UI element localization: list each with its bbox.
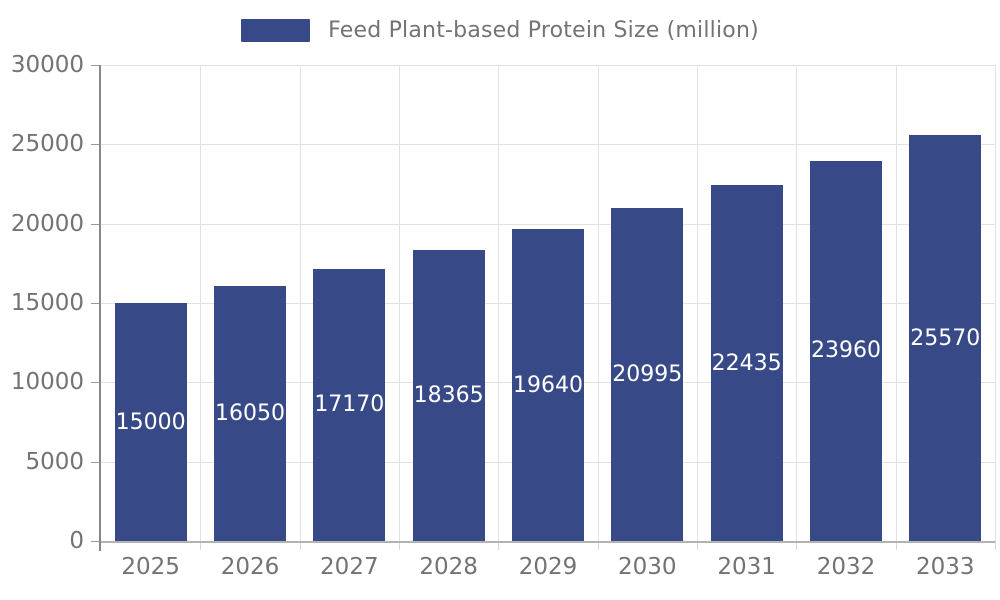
bar: 20995 — [611, 207, 684, 541]
bar-cell: 20995 — [598, 65, 697, 541]
x-tick — [398, 541, 400, 550]
x-tick — [895, 541, 897, 550]
bar-cell: 22435 — [697, 65, 796, 541]
bar-value-label: 19640 — [512, 372, 583, 398]
v-gridline — [796, 65, 798, 541]
legend-swatch — [241, 19, 311, 42]
bars-container: 15000 16050 17170 18365 19640 20995 22435 23960… — [101, 65, 995, 541]
v-gridline — [597, 65, 599, 541]
x-tick — [299, 541, 301, 550]
y-tick — [91, 223, 99, 225]
x-tick — [498, 541, 500, 550]
h-gridline — [101, 144, 995, 146]
y-tick — [91, 303, 99, 304]
y-axis-tick-label: 25000 — [10, 131, 84, 158]
y-axis-labels: 0 5000 10000 15000 20000 25000 30000 — [0, 52, 84, 554]
v-gridline — [398, 65, 400, 541]
bar-value-label: 23960 — [810, 338, 881, 364]
chart-legend: Feed Plant-based Protein Size (million) — [0, 18, 1000, 43]
v-gridline — [895, 65, 897, 541]
x-tick — [995, 541, 996, 550]
x-axis-tick-label: 2026 — [220, 554, 280, 580]
bar-cell: 25570 — [896, 65, 995, 541]
y-axis-line — [99, 65, 101, 551]
bar: 19640 — [511, 229, 584, 541]
y-axis-tick-label: 0 — [69, 528, 84, 554]
h-gridline — [101, 223, 995, 225]
bar-cell: 17170 — [300, 65, 399, 541]
x-axis-labels: 2025 2026 2027 2028 2029 2030 2031 2032 2033 — [101, 554, 995, 580]
bar-value-label: 17170 — [314, 392, 385, 418]
h-gridline — [101, 65, 995, 66]
bar: 23960 — [809, 160, 882, 541]
y-tick — [91, 65, 99, 66]
bar-cell: 19640 — [498, 65, 597, 541]
y-axis-tick-label: 20000 — [10, 210, 84, 237]
y-tick — [91, 461, 99, 463]
bar-cell: 18365 — [399, 65, 498, 541]
bar-cell: 16050 — [200, 65, 299, 541]
x-axis-tick-label: 2033 — [916, 554, 975, 580]
x-axis-tick-label: 2031 — [717, 554, 776, 580]
bar-value-label: 22435 — [711, 350, 782, 376]
bar-value-label: 18365 — [413, 382, 484, 408]
y-axis-tick-label: 5000 — [25, 448, 84, 475]
v-gridline — [498, 65, 500, 541]
plot-area: 15000 16050 17170 18365 19640 20995 22435 23960… — [91, 65, 996, 551]
x-axis-tick-label: 2028 — [419, 554, 478, 580]
bar: 25570 — [909, 135, 982, 541]
y-axis-tick-label: 15000 — [10, 290, 84, 316]
legend-label: Feed Plant-based Protein Size (million) — [328, 18, 759, 43]
x-tick — [200, 541, 202, 550]
v-gridline — [299, 65, 301, 541]
x-axis-tick-label: 2030 — [618, 554, 677, 580]
bar: 18365 — [412, 249, 485, 541]
y-tick — [91, 144, 99, 146]
v-gridline — [995, 65, 996, 541]
x-axis-tick-label: 2025 — [121, 554, 180, 580]
bar-value-label: 20995 — [612, 361, 683, 387]
y-axis-tick-label: 30000 — [10, 52, 84, 78]
y-tick — [91, 382, 99, 384]
y-axis-tick-label: 10000 — [10, 369, 84, 396]
x-tick — [796, 541, 798, 550]
bar: 15000 — [114, 303, 187, 541]
x-tick — [696, 541, 698, 550]
y-tick — [91, 541, 99, 542]
x-axis-tick-label: 2029 — [518, 554, 578, 580]
bar: 16050 — [213, 286, 286, 541]
x-axis-tick-label: 2032 — [816, 554, 876, 580]
bar-value-label: 16050 — [214, 401, 285, 427]
v-gridline — [200, 65, 202, 541]
bar-cell: 23960 — [796, 65, 895, 541]
x-axis-tick-label: 2027 — [320, 554, 379, 580]
x-tick — [597, 541, 599, 550]
bar-cell: 15000 — [101, 65, 200, 541]
bar-value-label: 25570 — [910, 325, 981, 351]
bar-value-label: 15000 — [115, 409, 186, 435]
bar: 22435 — [710, 185, 783, 541]
x-axis-line — [99, 541, 995, 543]
v-gridline — [696, 65, 698, 541]
bar: 17170 — [313, 268, 386, 541]
